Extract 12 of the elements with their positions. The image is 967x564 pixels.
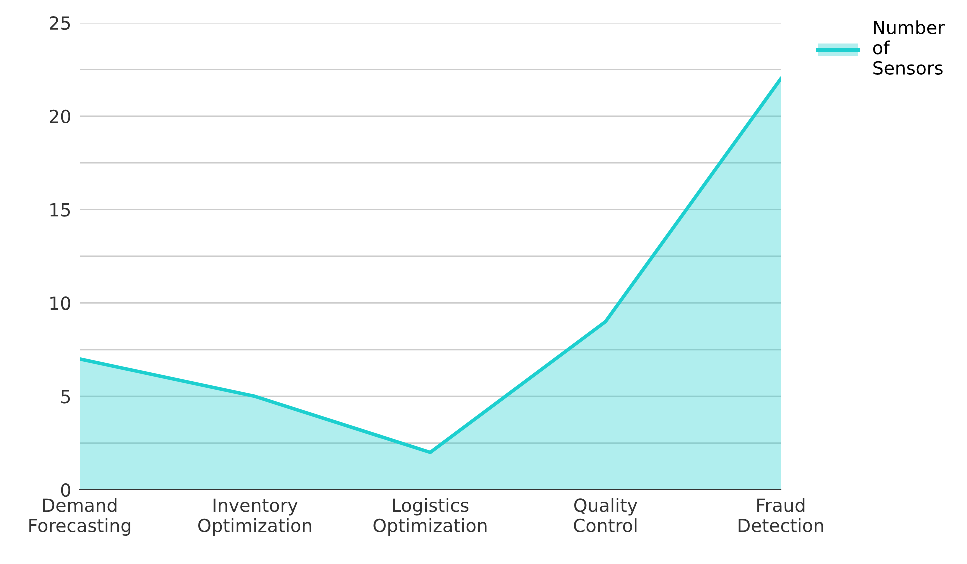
y-tick-label: 5 — [62, 390, 70, 404]
x-tick-label: Demand Forecasting — [30, 498, 131, 536]
y-tick-label: 15 — [50, 203, 70, 217]
x-tick-label: Logistics Optimization — [374, 498, 487, 536]
legend-label: Number of Sensors — [873, 20, 945, 75]
x-tick-label: Fraud Detection — [738, 498, 824, 533]
y-tick-label: 20 — [50, 110, 70, 124]
x-tick-label: Quality Control — [574, 498, 638, 533]
x-tick-label: Inventory Optimization — [198, 498, 312, 536]
y-tick-label: 10 — [50, 296, 70, 310]
y-tick-label: 25 — [50, 16, 70, 30]
y-tick-label: 0 — [61, 483, 70, 498]
